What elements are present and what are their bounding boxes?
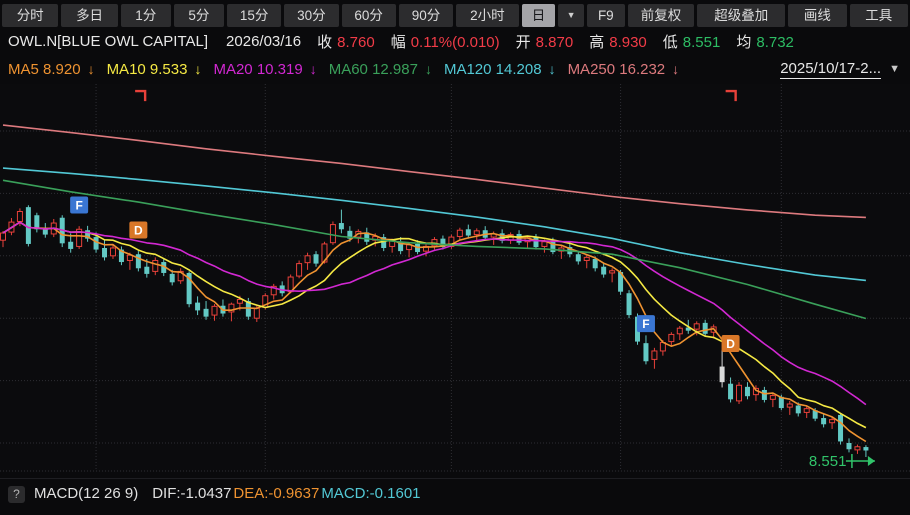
ma5-reading: MA5 8.920 ↓ bbox=[8, 60, 95, 78]
grid bbox=[0, 84, 910, 472]
trade-date: 2026/03/16 bbox=[226, 32, 302, 50]
event-badge-f[interactable]: F bbox=[636, 315, 655, 333]
down-arrow-icon: ↓ bbox=[87, 60, 95, 77]
ma120-reading: MA120 14.208 ↓ bbox=[443, 60, 556, 78]
svg-text:D: D bbox=[726, 337, 735, 351]
ma-line-ma60 bbox=[2, 179, 867, 320]
btn-1min[interactable]: 1分 bbox=[120, 3, 171, 27]
field-change: 幅 0.11%(0.010) bbox=[390, 33, 500, 51]
btn-period-dropdown[interactable]: ▼ bbox=[558, 3, 585, 27]
ma250-reading: MA250 16.232 ↓ bbox=[567, 60, 680, 78]
quote-info-bar: OWL.N[BLUE OWL CAPITAL] 2026/03/16 收 8.76… bbox=[0, 27, 910, 55]
field-high: 高 8.930 bbox=[589, 33, 647, 51]
stock-title: OWL.N[BLUE OWL CAPITAL] bbox=[8, 32, 209, 50]
svg-text:F: F bbox=[642, 317, 649, 331]
btn-5min[interactable]: 5分 bbox=[173, 3, 224, 27]
macd-dea-value: DEA:-0.9637 bbox=[233, 485, 320, 502]
svg-text:F: F bbox=[75, 199, 82, 213]
macd-panel-header: ? MACD(12 26 9) DIF:-1.0437 DEA:-0.9637 … bbox=[0, 478, 910, 515]
field-close: 收 8.760 bbox=[317, 33, 375, 51]
ma-line-ma250 bbox=[2, 124, 866, 219]
macd-hist-value: MACD:-0.1601 bbox=[321, 485, 421, 502]
btn-90min[interactable]: 90分 bbox=[398, 3, 454, 27]
field-low: 低 8.551 bbox=[662, 33, 721, 51]
btn-draw-line[interactable]: 画线 bbox=[788, 3, 847, 27]
candlestick-chart[interactable]: F D F D 8.551 bbox=[0, 84, 910, 472]
btn-15min[interactable]: 15分 bbox=[226, 3, 282, 27]
field-open: 开 8.870 bbox=[515, 33, 574, 51]
date-range-selector[interactable]: 2025/10/17-2... ▼ bbox=[780, 60, 900, 79]
btn-timeshare[interactable]: 分时 bbox=[2, 3, 59, 27]
macd-dif-value: DIF:-1.0437 bbox=[152, 485, 232, 502]
event-badge-d[interactable]: D bbox=[129, 221, 148, 239]
toolbar: 分时 多日 1分 5分 15分 30分 60分 90分 2小时 日 ▼ F9 前… bbox=[0, 0, 910, 29]
help-icon[interactable]: ? bbox=[8, 486, 25, 503]
btn-day-period[interactable]: 日 bbox=[521, 3, 556, 27]
btn-super-overlay[interactable]: 超级叠加 bbox=[697, 3, 786, 27]
down-arrow-icon: ↓ bbox=[672, 60, 680, 77]
chevron-down-icon: ▼ bbox=[566, 9, 576, 20]
event-badge-f[interactable]: F bbox=[70, 196, 89, 214]
ma-line-ma120 bbox=[2, 167, 866, 282]
down-arrow-icon: ↓ bbox=[194, 60, 202, 77]
svg-text:8.551: 8.551 bbox=[809, 453, 847, 470]
low-price-label: 8.551 bbox=[809, 453, 875, 470]
btn-forward-adjust[interactable]: 前复权 bbox=[627, 3, 695, 27]
event-badge-d[interactable]: D bbox=[721, 335, 740, 353]
ma10-reading: MA10 9.533 ↓ bbox=[106, 60, 202, 78]
btn-60min[interactable]: 60分 bbox=[341, 3, 396, 27]
corner-marker-icon bbox=[725, 89, 737, 102]
macd-title[interactable]: MACD(12 26 9) bbox=[34, 485, 139, 502]
ma20-reading: MA20 10.319 ↓ bbox=[213, 60, 317, 78]
corner-marker-icon bbox=[135, 89, 147, 102]
ma-line-ma5 bbox=[2, 221, 867, 443]
btn-f9[interactable]: F9 bbox=[587, 3, 625, 27]
ma-line-ma20 bbox=[2, 221, 867, 406]
event-badges: F D F D bbox=[70, 196, 740, 353]
btn-tools[interactable]: 工具 bbox=[849, 3, 909, 27]
btn-multiday[interactable]: 多日 bbox=[61, 3, 118, 27]
svg-text:D: D bbox=[134, 223, 143, 237]
down-arrow-icon: ↓ bbox=[424, 60, 432, 77]
chart-area: F D F D 8.551 bbox=[0, 84, 910, 472]
btn-30min[interactable]: 30分 bbox=[284, 3, 339, 27]
date-range-text: 2025/10/17-2... bbox=[780, 59, 882, 79]
ma-indicator-bar: MA5 8.920 ↓ MA10 9.533 ↓ MA20 10.319 ↓ MA60… bbox=[0, 55, 910, 83]
btn-2hour[interactable]: 2小时 bbox=[456, 3, 519, 27]
down-arrow-icon: ↓ bbox=[548, 60, 556, 77]
field-avg: 均 8.732 bbox=[736, 33, 794, 51]
down-arrow-icon: ↓ bbox=[309, 60, 317, 77]
ma60-reading: MA60 12.987 ↓ bbox=[328, 60, 432, 78]
chevron-down-icon: ▼ bbox=[889, 63, 900, 75]
